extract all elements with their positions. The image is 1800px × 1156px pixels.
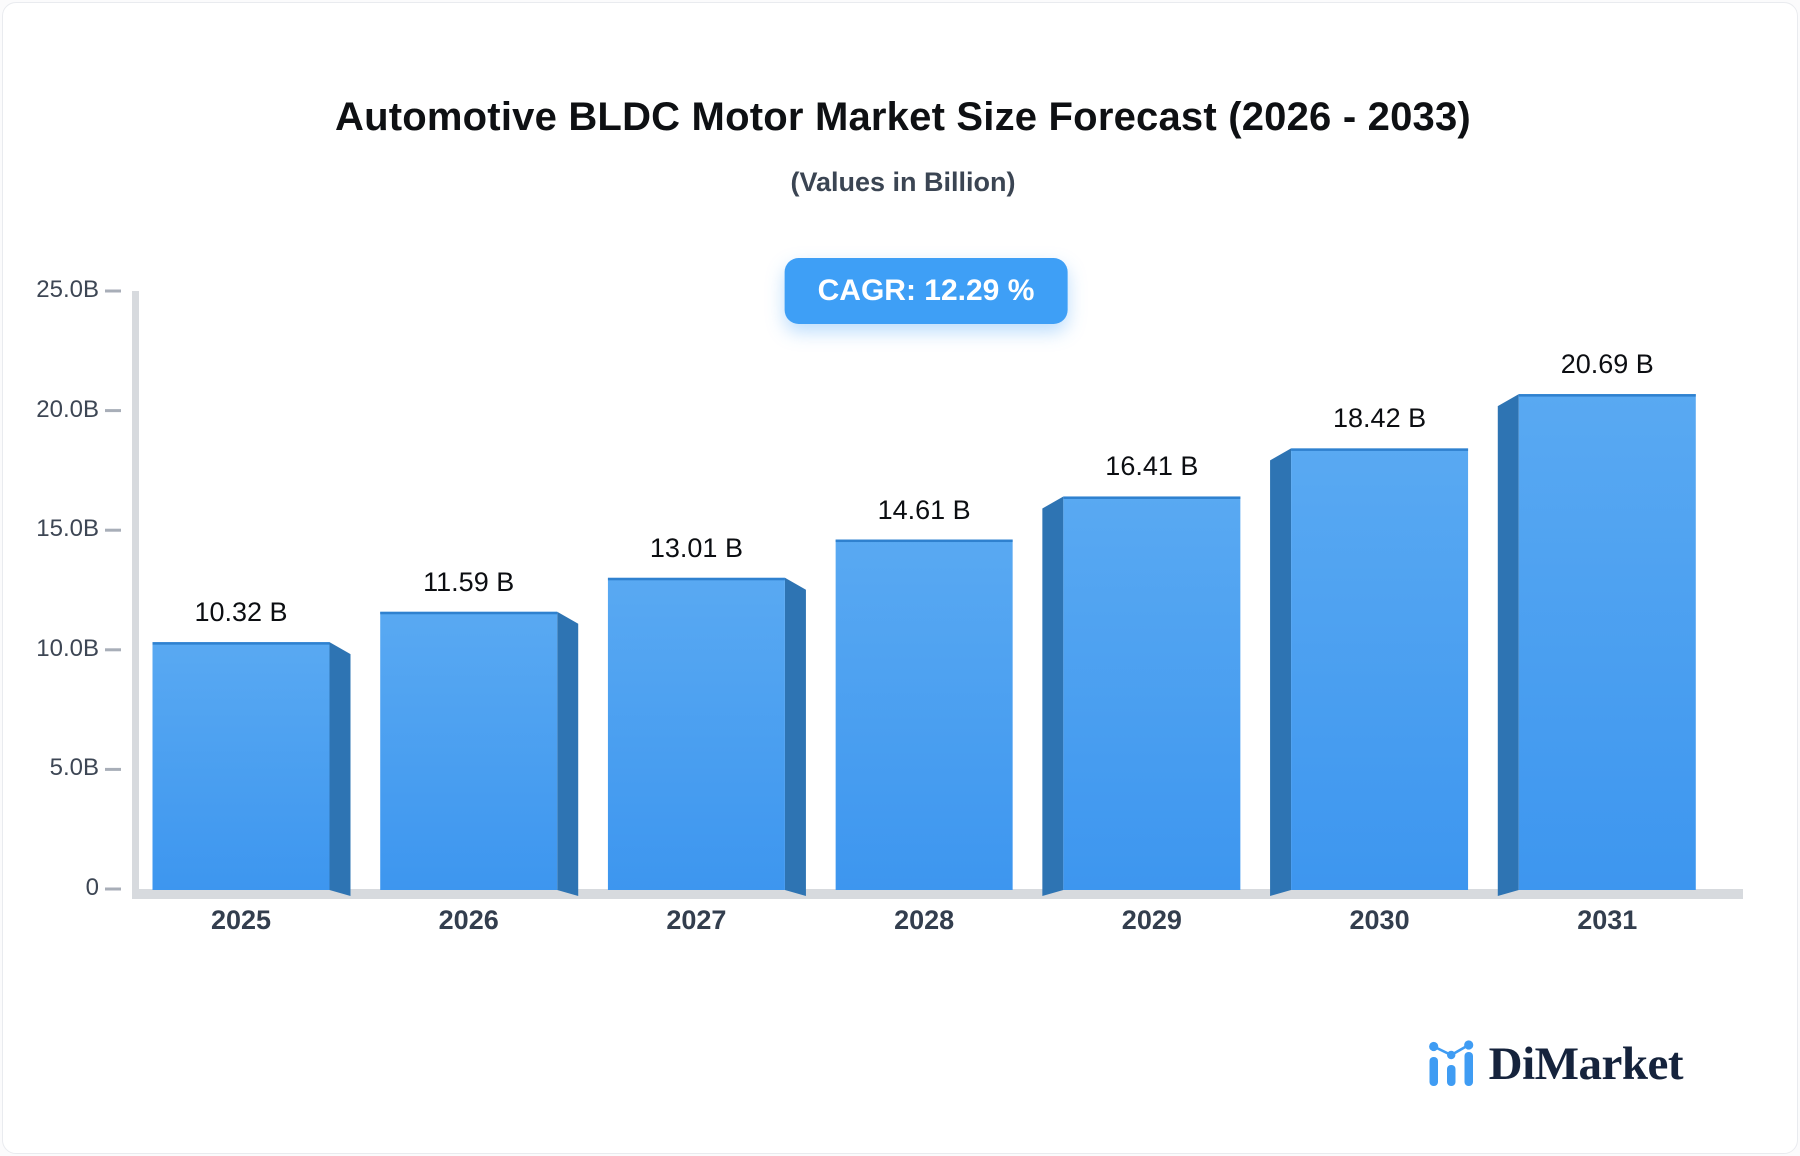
- bar-value-label: 14.61 B: [877, 494, 971, 525]
- bar-side-face: [1042, 496, 1064, 896]
- bar-face-2031: [1518, 394, 1696, 890]
- bar-face-2028: [835, 539, 1013, 890]
- x-axis-label: 2030: [1349, 905, 1410, 935]
- bar-value-label: 13.01 B: [649, 532, 743, 563]
- x-axis-label: 2027: [666, 905, 727, 935]
- x-axis-label: 2029: [1121, 905, 1182, 935]
- y-tick-mark: [105, 289, 121, 293]
- x-axis-label: 2025: [210, 905, 272, 935]
- bar-line-chart-icon: [1428, 1040, 1473, 1086]
- x-axis-line: [132, 889, 1743, 899]
- bar-value-label: 16.41 B: [1105, 451, 1199, 482]
- bar-face-2025: [152, 642, 330, 890]
- y-tick-mark: [105, 409, 121, 413]
- y-axis-line: [132, 291, 139, 899]
- bar-top-edge: [1291, 448, 1469, 451]
- bar-face-2030: [1291, 448, 1469, 890]
- bar-value-label: 18.42 B: [1333, 403, 1427, 434]
- bar-value-label: 11.59 B: [423, 566, 515, 597]
- bar-face-2027: [607, 577, 785, 890]
- y-axis-label: 5.0B: [49, 754, 99, 782]
- y-tick-mark: [105, 528, 121, 532]
- dimarket-logo: DiMarket: [1428, 1037, 1684, 1091]
- bar-value-label: 20.69 B: [1560, 349, 1654, 380]
- cagr-badge: CAGR: 12.29 %: [784, 258, 1068, 324]
- y-axis-label: 15.0B: [36, 515, 99, 543]
- x-axis-label: 2026: [438, 905, 499, 935]
- y-axis-label: 20.0B: [36, 395, 99, 423]
- bar-top-edge: [607, 577, 785, 581]
- bar-top-edge: [152, 642, 330, 645]
- bar-side-face: [1270, 448, 1292, 896]
- bar-top-edge: [1518, 394, 1696, 397]
- bar-side-face: [784, 577, 806, 896]
- bar-side-face: [557, 611, 579, 896]
- y-tick-mark: [105, 767, 121, 771]
- bar-top-edge: [835, 539, 1013, 543]
- bar-chart-canvas: [105, 289, 1743, 899]
- y-axis-label: 10.0B: [36, 634, 99, 662]
- logo-text: DiMarket: [1488, 1038, 1684, 1090]
- bar-top-edge: [380, 611, 558, 615]
- chart-subtitle: (Values in Billion): [790, 167, 1016, 197]
- y-axis-label: 0: [85, 874, 99, 901]
- bar-face-2026: [380, 611, 558, 890]
- y-tick-mark: [105, 887, 121, 891]
- bar-side-face: [329, 642, 351, 896]
- bar-value-label: 10.32 B: [194, 597, 288, 628]
- bar-top-edge: [1063, 496, 1241, 499]
- bar-face-2029: [1063, 496, 1241, 890]
- x-axis-label: 2028: [894, 905, 955, 935]
- y-axis-label: 25.0B: [36, 276, 99, 303]
- bar-side-face: [1497, 394, 1519, 896]
- chart-title: Automotive BLDC Motor Market Size Foreca…: [335, 95, 1471, 139]
- y-tick-mark: [105, 648, 121, 652]
- x-axis-label: 2031: [1577, 905, 1638, 935]
